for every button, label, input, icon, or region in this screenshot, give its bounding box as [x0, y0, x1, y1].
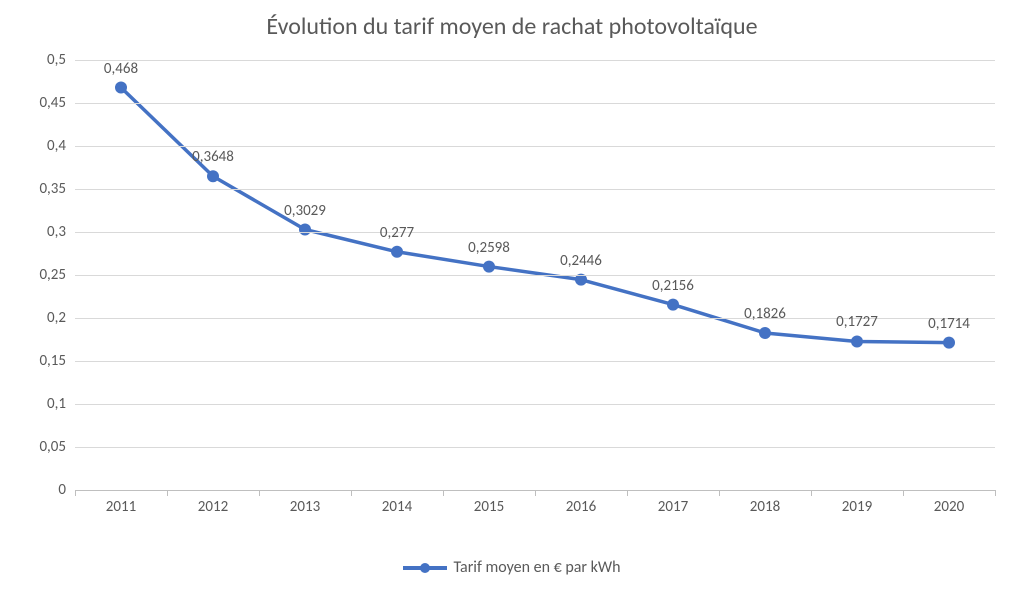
x-tick	[627, 490, 628, 496]
legend-line-sample	[403, 566, 447, 570]
y-tick-label: 0,3	[16, 223, 66, 241]
data-label: 0,468	[104, 60, 138, 78]
plot-area	[75, 60, 995, 490]
x-tick-label: 2016	[551, 498, 611, 516]
x-tick-label: 2019	[827, 498, 887, 516]
gridline	[75, 232, 995, 233]
data-marker	[299, 224, 311, 236]
data-label: 0,2156	[652, 277, 694, 295]
x-tick-label: 2014	[367, 498, 427, 516]
gridline	[75, 404, 995, 405]
x-tick	[811, 490, 812, 496]
gridline	[75, 103, 995, 104]
data-label: 0,1826	[744, 305, 786, 323]
x-tick	[535, 490, 536, 496]
y-tick-label: 0,25	[16, 266, 66, 284]
x-tick	[167, 490, 168, 496]
gridline	[75, 275, 995, 276]
x-tick	[903, 490, 904, 496]
data-label: 0,277	[380, 224, 414, 242]
y-tick-label: 0,35	[16, 180, 66, 198]
data-label: 0,2598	[468, 239, 510, 257]
legend: Tarif moyen en € par kWh	[0, 558, 1024, 577]
data-marker	[851, 335, 863, 347]
data-marker	[667, 299, 679, 311]
y-tick-label: 0	[16, 481, 66, 499]
x-tick	[719, 490, 720, 496]
series-line	[121, 88, 949, 343]
gridline	[75, 60, 995, 61]
x-tick	[995, 490, 996, 496]
x-tick-label: 2012	[183, 498, 243, 516]
gridline	[75, 189, 995, 190]
data-label: 0,1714	[928, 315, 970, 333]
chart-container: Évolution du tarif moyen de rachat photo…	[0, 0, 1024, 595]
y-tick-label: 0,05	[16, 438, 66, 456]
data-marker	[391, 246, 403, 258]
y-tick-label: 0,1	[16, 395, 66, 413]
legend-label: Tarif moyen en € par kWh	[453, 558, 620, 577]
x-tick-label: 2020	[919, 498, 979, 516]
y-tick-label: 0,4	[16, 137, 66, 155]
y-tick-label: 0,5	[16, 51, 66, 69]
data-marker	[115, 82, 127, 94]
gridline	[75, 361, 995, 362]
gridline	[75, 146, 995, 147]
data-marker	[207, 170, 219, 182]
x-tick-label: 2013	[275, 498, 335, 516]
chart-title: Évolution du tarif moyen de rachat photo…	[0, 12, 1024, 41]
data-label: 0,2446	[560, 252, 602, 270]
x-tick	[443, 490, 444, 496]
gridline	[75, 447, 995, 448]
x-tick-label: 2015	[459, 498, 519, 516]
x-tick-label: 2017	[643, 498, 703, 516]
data-label: 0,3029	[284, 202, 326, 220]
data-label: 0,3648	[192, 148, 234, 166]
x-tick	[259, 490, 260, 496]
x-tick	[351, 490, 352, 496]
data-marker	[759, 327, 771, 339]
x-tick	[75, 490, 76, 496]
legend-marker-icon	[420, 563, 430, 573]
x-tick-label: 2018	[735, 498, 795, 516]
data-marker	[483, 261, 495, 273]
y-tick-label: 0,2	[16, 309, 66, 327]
data-marker	[943, 337, 955, 349]
x-tick-label: 2011	[91, 498, 151, 516]
y-tick-label: 0,15	[16, 352, 66, 370]
y-tick-label: 0,45	[16, 94, 66, 112]
data-label: 0,1727	[836, 313, 878, 331]
